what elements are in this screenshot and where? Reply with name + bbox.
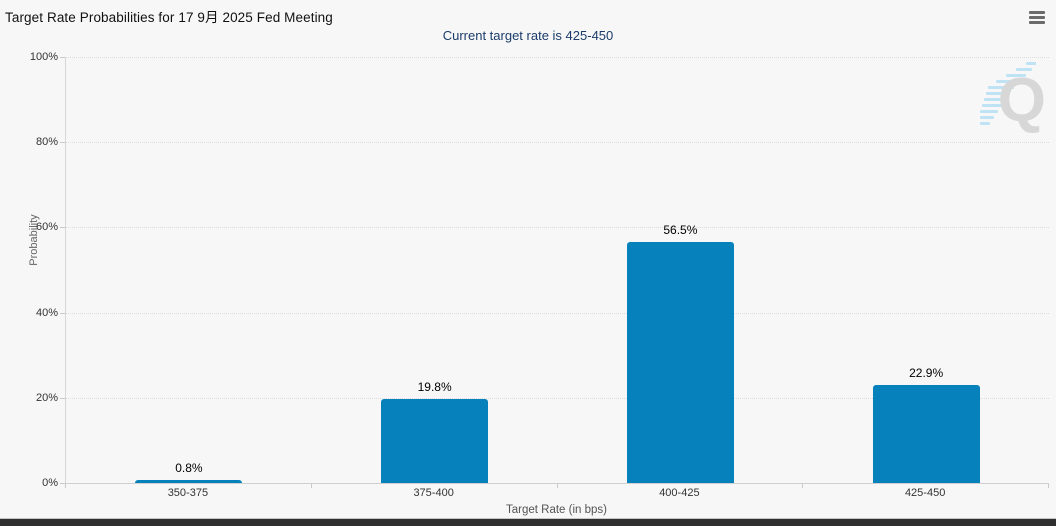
y-axis-title: Probability (28, 214, 40, 266)
chart-subtitle: Current target rate is 425-450 (442, 28, 614, 43)
x-tick-mark (65, 484, 66, 488)
x-tick-mark (310, 484, 312, 488)
bar-value-label: 19.8% (417, 379, 452, 394)
gridline-60 (66, 227, 1049, 229)
bar-425-450[interactable] (872, 385, 980, 483)
gridline-40 (66, 312, 1049, 314)
x-tick-label: 425-450 (904, 487, 946, 499)
x-tick-mark (556, 484, 558, 488)
y-tick-label: 60% (35, 221, 58, 234)
y-tick-mark (60, 483, 65, 484)
y-tick-label: 0% (42, 477, 58, 489)
y-tick-mark (60, 227, 65, 229)
bar-value-label: 56.5% (663, 223, 698, 238)
x-tick-label: 350-375 (167, 487, 209, 499)
x-tick-label: 400-425 (659, 487, 700, 499)
chart-title: Target Rate Probabilities for 17 9月 2025… (5, 10, 333, 25)
bar-value-label: 0.8% (175, 460, 203, 475)
x-axis-title: Target Rate (in bps) (506, 504, 607, 516)
y-tick-mark (60, 312, 65, 314)
y-tick-mark (60, 57, 65, 58)
y-tick-label: 20% (35, 391, 58, 404)
bar-375-400[interactable] (381, 398, 489, 483)
bar-350-375[interactable] (135, 479, 243, 483)
x-tick-mark (802, 484, 804, 488)
hamburger-icon[interactable] (1027, 8, 1047, 26)
gridline-20 (66, 397, 1049, 399)
y-tick-label: 40% (35, 306, 58, 319)
plot-area: 0.8% 19.8% 56.5% 22.9% (65, 57, 1049, 484)
gridline-80 (66, 142, 1049, 144)
gridline-100 (66, 57, 1049, 58)
bar-value-label: 22.9% (909, 366, 944, 381)
y-tick-label: 100% (29, 51, 58, 63)
y-tick-mark (60, 142, 65, 144)
x-tick-mark (1048, 484, 1049, 488)
bar-400-425[interactable] (626, 242, 734, 483)
y-tick-mark (60, 397, 65, 399)
footer-strip (0, 518, 1056, 526)
y-tick-label: 80% (35, 136, 58, 149)
x-tick-label: 375-400 (413, 487, 454, 499)
